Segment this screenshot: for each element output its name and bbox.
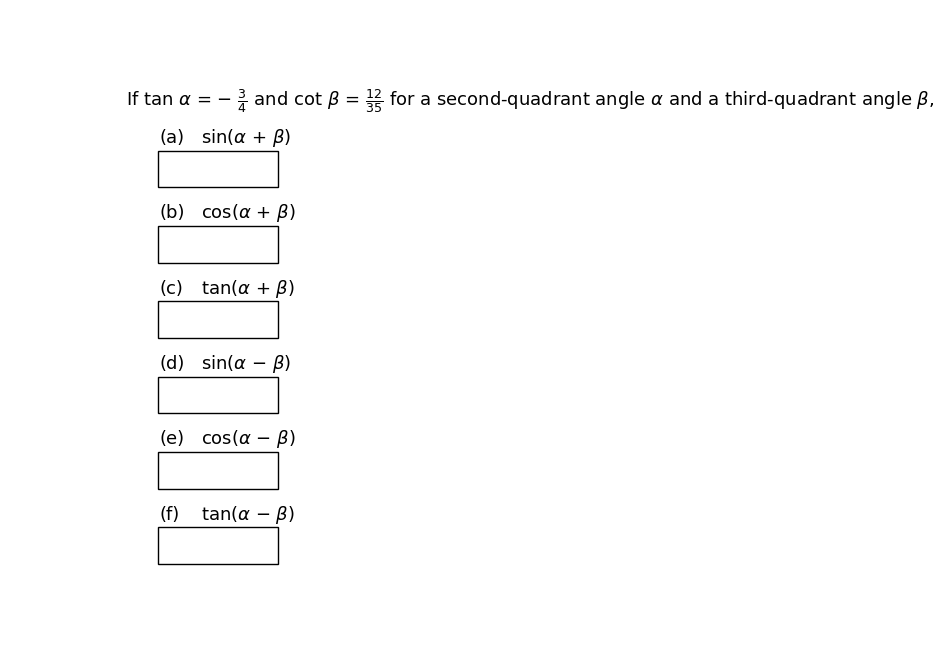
Text: If tan $\alpha$ = $-$ $\frac{3}{4}$ and cot $\beta$ = $\frac{12}{35}$ for a seco: If tan $\alpha$ = $-$ $\frac{3}{4}$ and … [126, 87, 940, 114]
Text: (e): (e) [160, 430, 185, 448]
FancyBboxPatch shape [158, 527, 278, 564]
Text: sin($\alpha$ − $\beta$): sin($\alpha$ − $\beta$) [201, 353, 291, 375]
Text: (f): (f) [160, 506, 180, 524]
Text: cos($\alpha$ − $\beta$): cos($\alpha$ − $\beta$) [201, 428, 296, 450]
Text: (c): (c) [160, 280, 183, 297]
FancyBboxPatch shape [158, 226, 278, 262]
Text: tan($\alpha$ + $\beta$): tan($\alpha$ + $\beta$) [201, 278, 295, 299]
Text: cos($\alpha$ + $\beta$): cos($\alpha$ + $\beta$) [201, 202, 296, 224]
FancyBboxPatch shape [158, 377, 278, 413]
Text: sin($\alpha$ + $\beta$): sin($\alpha$ + $\beta$) [201, 127, 291, 149]
Text: (b): (b) [160, 204, 185, 222]
Text: (d): (d) [160, 355, 185, 373]
FancyBboxPatch shape [158, 301, 278, 338]
FancyBboxPatch shape [158, 452, 278, 488]
Text: (a): (a) [160, 129, 185, 147]
Text: tan($\alpha$ − $\beta$): tan($\alpha$ − $\beta$) [201, 504, 295, 525]
FancyBboxPatch shape [158, 151, 278, 187]
